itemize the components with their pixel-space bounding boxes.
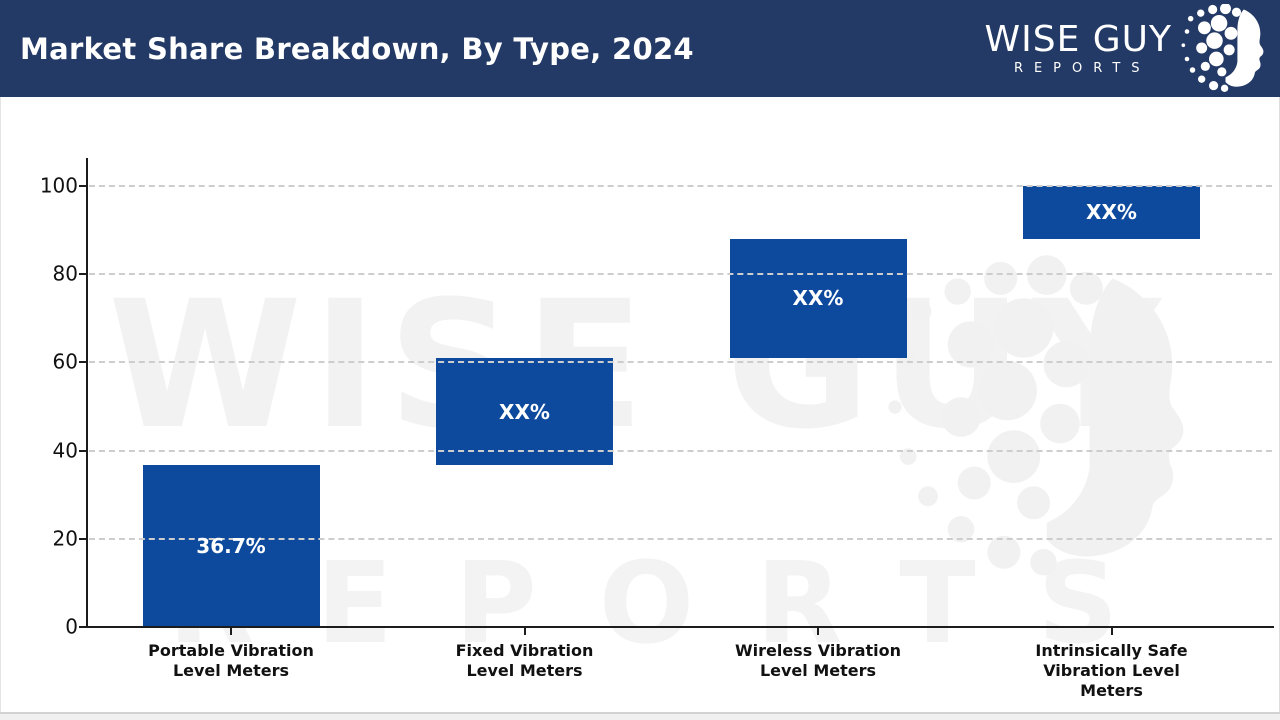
logo-subtitle: REPORTS [1013,61,1151,76]
y-gridline-40 [89,449,1272,452]
y-tick-mark-100 [79,185,87,187]
header-bar: Market Share Breakdown, By Type, 2024 WI… [0,0,1280,97]
y-gridline-60 [89,361,1272,364]
y-tick-mark-60 [79,361,87,364]
bar-value-label: XX% [792,286,844,311]
x-category-label-line: Level Meters [466,661,583,680]
y-tick-mark-40 [79,449,87,452]
x-tick-mark [1110,628,1113,635]
bar-value-label: XX% [1086,200,1137,225]
x-tick-mark [817,628,819,635]
logo-head-icon [1181,4,1264,92]
y-tick-label-100: 100 [39,173,78,198]
x-category-label-line: Wireless Vibration [734,641,902,660]
watermark-head-icon [888,255,1184,576]
watermark-subtitle: REPORTS [168,539,1181,669]
x-axis-spine [86,626,1274,628]
x-category-label-line: Portable Vibration [148,641,314,660]
logo-text: WISE GUY REPORTS [984,19,1173,77]
x-category-label-line: Fixed Vibration [455,641,594,660]
bar-segment [436,357,613,466]
x-category-label-line: Meters [1080,681,1143,700]
x-category-label: Fixed Vibration Level Meters [395,641,655,681]
bar-segment [729,238,907,358]
y-tick-label-40: 40 [52,438,78,463]
x-tick-mark [230,628,232,635]
logo-wordmark: WISE GUY [984,19,1172,60]
x-tick-mark [523,628,526,635]
bar-segment [1023,186,1200,239]
bar-value-label: 36.7% [196,534,266,559]
y-tick-mark-0 [79,626,87,628]
y-tick-mark-20 [79,537,87,540]
x-category-label-line: Vibration Level [1043,661,1180,680]
bar-segment [142,465,320,627]
y-tick-mark-80 [79,273,87,276]
footer-divider [0,712,1280,720]
y-gridline-80 [89,273,1272,276]
x-category-label-line: Level Meters [759,661,877,680]
y-gridline-100 [89,185,1272,187]
y-tick-label-60: 60 [52,349,78,374]
x-category-label-line: Intrinsically Safe [1035,641,1188,660]
x-category-label: Portable Vibration Level Meters [101,641,361,681]
y-tick-label-20: 20 [52,526,78,551]
x-category-label: Intrinsically Safe Vibration Level Meters [982,641,1242,701]
y-gridline-20 [89,537,1272,540]
logo: WISE GUY REPORTS [985,4,1267,92]
watermark-wordmark: WISE GUY [108,263,1171,468]
y-axis-spine [86,158,88,628]
x-category-label: Wireless Vibration Level Meters [688,641,948,681]
y-tick-label-0: 0 [65,614,78,639]
page-title: Market Share Breakdown, By Type, 2024 [20,31,694,66]
x-category-label-line: Level Meters [172,661,290,680]
bar-value-label: XX% [499,399,550,424]
y-tick-label-80: 80 [52,261,78,286]
